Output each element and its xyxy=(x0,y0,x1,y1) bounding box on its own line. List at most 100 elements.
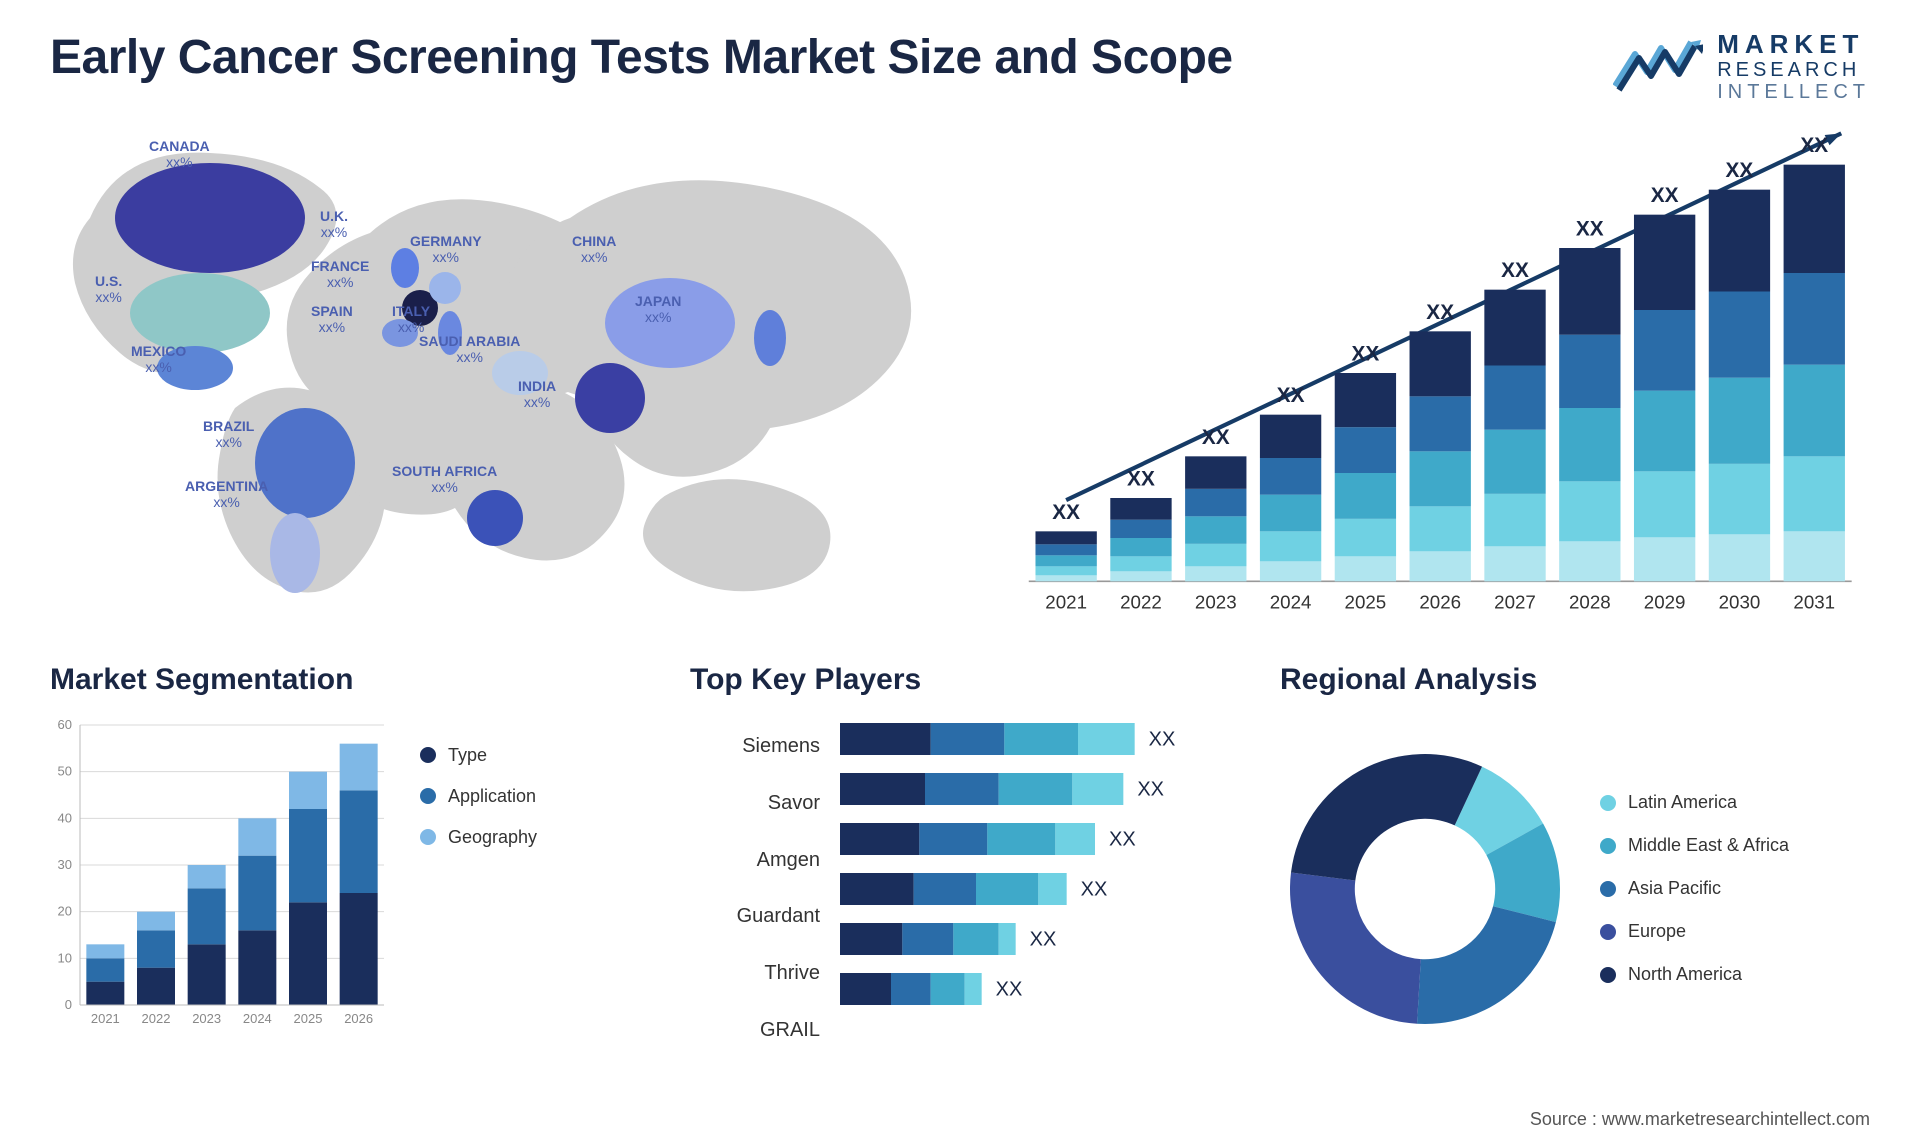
legend-label: Asia Pacific xyxy=(1628,878,1721,899)
player-value-label: XX xyxy=(1109,828,1136,850)
growth-bar-segment xyxy=(1035,575,1096,581)
map-country-india xyxy=(575,363,645,433)
logo-icon xyxy=(1613,36,1703,96)
growth-bar-segment xyxy=(1335,427,1396,473)
seg-bar-segment xyxy=(137,967,175,1004)
player-name: Thrive xyxy=(690,962,820,985)
player-bar-segment xyxy=(1038,873,1066,905)
legend-dot-icon xyxy=(1600,881,1616,897)
svg-text:2022: 2022 xyxy=(142,1011,171,1026)
source-text: Source : www.marketresearchintellect.com xyxy=(1530,1109,1870,1130)
svg-text:2026: 2026 xyxy=(344,1011,373,1026)
growth-bar-segment xyxy=(1784,364,1845,456)
player-bar-segment xyxy=(999,923,1016,955)
growth-bar-segment xyxy=(1035,566,1096,575)
svg-text:2021: 2021 xyxy=(91,1011,120,1026)
growth-bar-label: XX xyxy=(1127,467,1155,490)
legend-dot-icon xyxy=(420,829,436,845)
growth-bar-year: 2022 xyxy=(1120,591,1162,612)
player-value-label: XX xyxy=(1081,878,1108,900)
growth-bar-label: XX xyxy=(1202,425,1230,448)
legend-item: Geography xyxy=(420,827,537,848)
world-map: CANADAxx%U.S.xx%MEXICOxx%BRAZILxx%ARGENT… xyxy=(50,123,950,623)
map-label: ITALYxx% xyxy=(392,303,430,335)
growth-bar-segment xyxy=(1110,519,1171,537)
growth-bar-segment xyxy=(1260,531,1321,561)
legend-item: Europe xyxy=(1600,921,1789,942)
player-bar-segment xyxy=(840,723,931,755)
player-bar-segment xyxy=(840,923,902,955)
legend-item: Middle East & Africa xyxy=(1600,835,1789,856)
seg-bar-segment xyxy=(238,818,276,855)
seg-bar-segment xyxy=(188,944,226,1005)
growth-bar-year: 2027 xyxy=(1494,591,1536,612)
svg-text:0: 0 xyxy=(65,997,72,1012)
growth-bar-label: XX xyxy=(1501,259,1529,282)
growth-bar-segment xyxy=(1035,555,1096,566)
growth-bar-segment xyxy=(1784,456,1845,531)
player-bar-segment xyxy=(902,923,953,955)
growth-bar-label: XX xyxy=(1576,217,1604,240)
growth-bar-segment xyxy=(1410,331,1471,396)
map-country-canada xyxy=(115,163,305,273)
legend-dot-icon xyxy=(420,788,436,804)
growth-bar-segment xyxy=(1484,365,1545,429)
player-bar-segment xyxy=(976,873,1038,905)
map-label: GERMANYxx% xyxy=(410,233,482,265)
growth-bar-segment xyxy=(1709,463,1770,534)
seg-bar-segment xyxy=(340,743,378,790)
svg-text:2023: 2023 xyxy=(192,1011,221,1026)
player-bar-segment xyxy=(987,823,1055,855)
growth-bar-segment xyxy=(1410,506,1471,551)
legend-label: Application xyxy=(448,786,536,807)
growth-bar-segment xyxy=(1709,534,1770,581)
legend-label: Europe xyxy=(1628,921,1686,942)
map-label: BRAZILxx% xyxy=(203,418,254,450)
player-bar-segment xyxy=(925,773,999,805)
player-bar-segment xyxy=(953,923,998,955)
seg-bar-segment xyxy=(238,930,276,1005)
donut-slice xyxy=(1291,754,1482,880)
logo-text-1: MARKET xyxy=(1717,30,1870,59)
growth-bar-segment xyxy=(1709,189,1770,291)
growth-bar-segment xyxy=(1185,488,1246,516)
legend-dot-icon xyxy=(1600,967,1616,983)
player-bar-segment xyxy=(891,973,931,1005)
growth-bar-segment xyxy=(1784,531,1845,581)
map-label: SOUTH AFRICAxx% xyxy=(392,463,497,495)
growth-bar-segment xyxy=(1484,546,1545,581)
legend-label: Middle East & Africa xyxy=(1628,835,1789,856)
growth-bar-label: XX xyxy=(1726,159,1754,182)
growth-bar-segment xyxy=(1110,571,1171,581)
player-value-label: XX xyxy=(1030,928,1057,950)
top-row: CANADAxx%U.S.xx%MEXICOxx%BRAZILxx%ARGENT… xyxy=(50,123,1870,623)
players-labels: SiemensSavorAmgenGuardantThriveGRAIL xyxy=(690,715,820,1063)
growth-chart: XX2021XX2022XX2023XX2024XX2025XX2026XX20… xyxy=(1000,123,1870,623)
growth-bar-segment xyxy=(1410,451,1471,506)
map-country-safrica xyxy=(467,490,523,546)
map-label: FRANCExx% xyxy=(311,258,369,290)
growth-bar-segment xyxy=(1559,248,1620,335)
legend-item: Type xyxy=(420,745,537,766)
legend-dot-icon xyxy=(1600,795,1616,811)
map-label: U.S.xx% xyxy=(95,273,122,305)
map-label: JAPANxx% xyxy=(635,293,681,325)
segmentation-legend: Type Application Geography xyxy=(420,715,537,1063)
player-bar-segment xyxy=(931,973,965,1005)
player-bar-segment xyxy=(965,973,982,1005)
player-bar-segment xyxy=(840,873,914,905)
growth-bar-segment xyxy=(1035,544,1096,555)
svg-text:20: 20 xyxy=(58,903,72,918)
logo-text-2: RESEARCH xyxy=(1717,59,1870,81)
growth-bar-segment xyxy=(1110,556,1171,571)
svg-text:30: 30 xyxy=(58,857,72,872)
regional-panel: Regional Analysis Latin AmericaMiddle Ea… xyxy=(1280,663,1870,1063)
legend-item: Asia Pacific xyxy=(1600,878,1789,899)
svg-text:60: 60 xyxy=(58,717,72,732)
growth-bar-year: 2021 xyxy=(1045,591,1087,612)
growth-bar-segment xyxy=(1634,537,1695,581)
bottom-row: Market Segmentation 01020304050602021202… xyxy=(50,663,1870,1063)
map-country-brazil xyxy=(255,408,355,518)
segmentation-chart: 0102030405060202120222023202420252026 xyxy=(50,715,390,1035)
growth-bar-year: 2031 xyxy=(1793,591,1835,612)
